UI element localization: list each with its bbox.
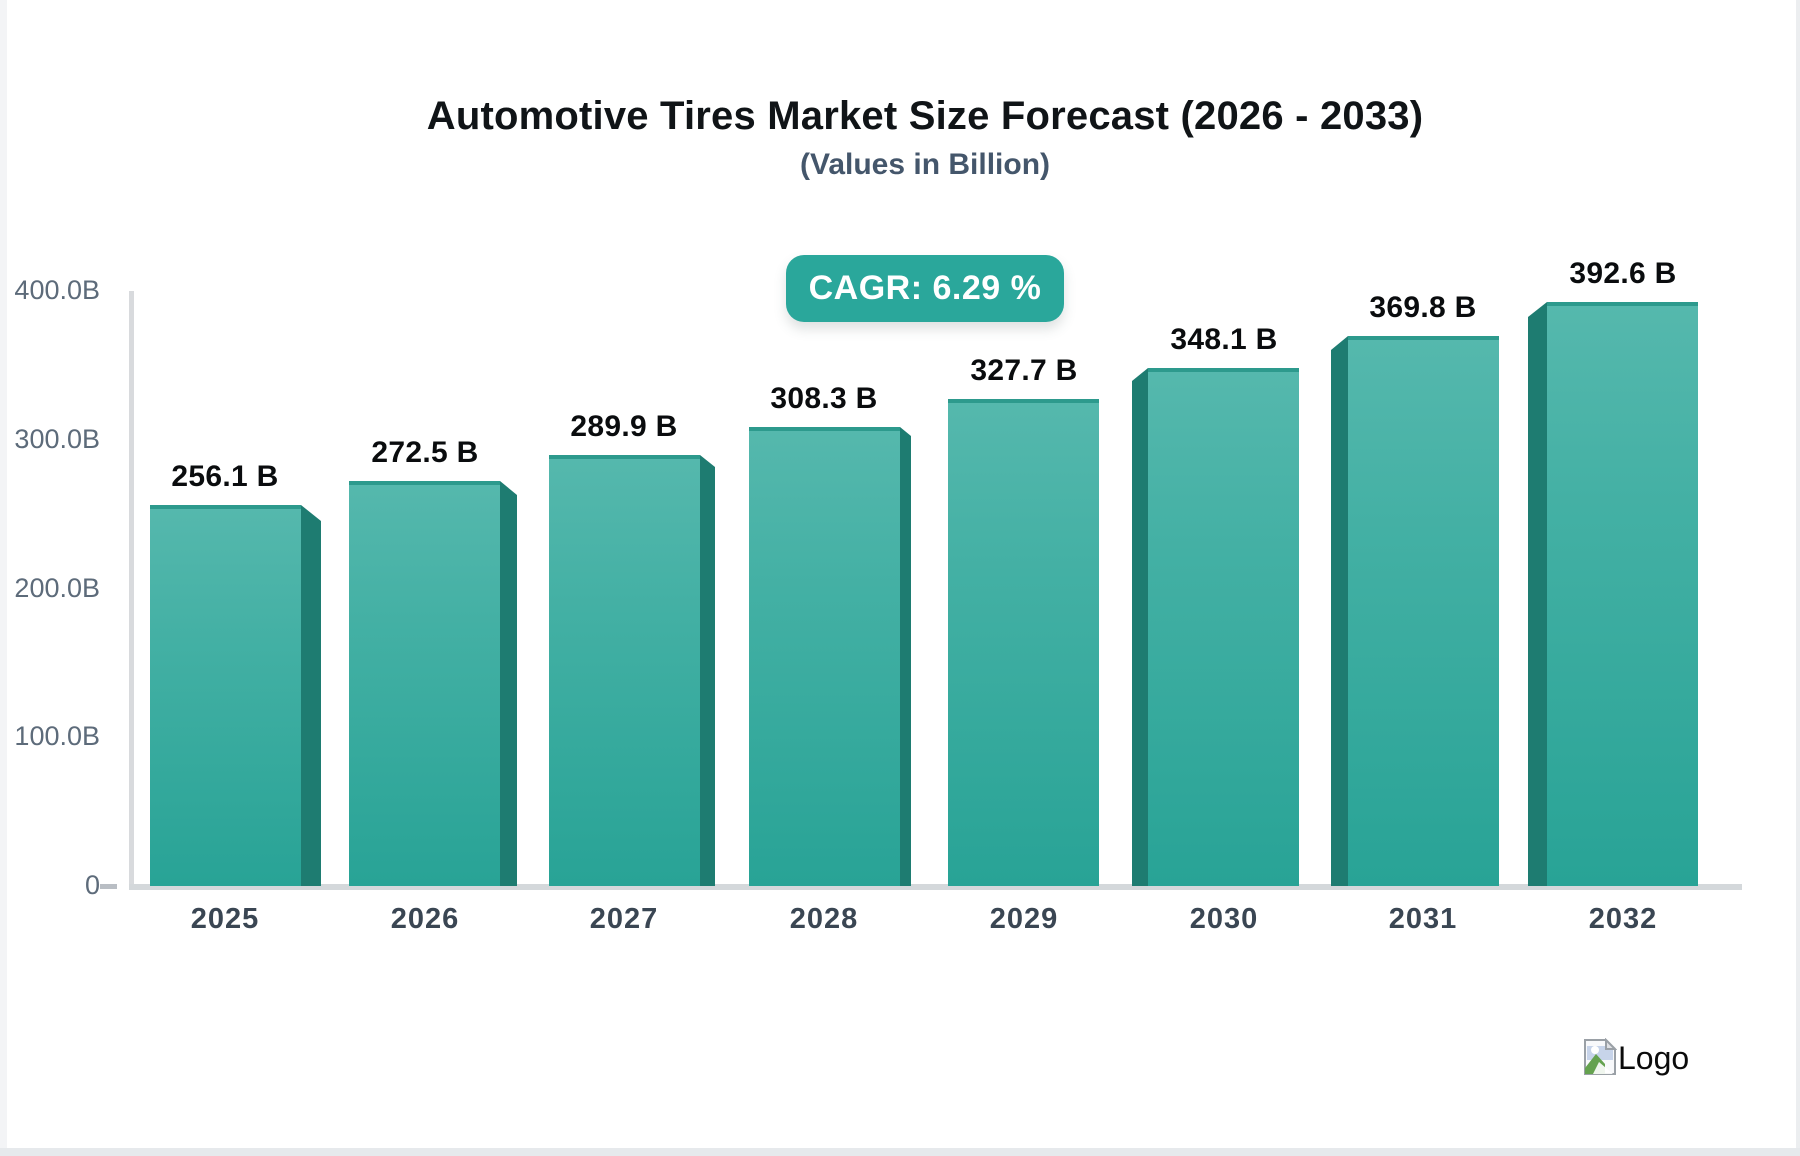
y-tick-label-0: 0 (84, 870, 100, 900)
page-edge-right (1796, 0, 1800, 1156)
bar-2027[interactable] (549, 455, 700, 886)
bar-value-label-2030: 348.1 B (1170, 323, 1278, 356)
cagr-badge: CAGR: 6.29 % (786, 255, 1064, 322)
x-axis-label-2032: 2032 (1588, 903, 1658, 935)
x-axis-label-2025: 2025 (190, 903, 260, 935)
chart-title: Automotive Tires Market Size Forecast (2… (426, 94, 1424, 138)
bar-side-face-2031 (1331, 336, 1348, 886)
bar-value-label-2026: 272.5 B (371, 436, 479, 469)
bar-value-label-2028: 308.3 B (770, 382, 878, 415)
y-tick-label-200: 200.0B (14, 572, 100, 603)
zero-tick-mark (100, 884, 117, 889)
logo: Logo (1583, 1038, 1689, 1078)
bar-2025[interactable] (150, 505, 301, 886)
bar-side-face-2032 (1528, 302, 1547, 886)
bar-side-face-2030 (1132, 368, 1148, 886)
logo-text: Logo (1618, 1040, 1690, 1076)
x-axis-label-2031: 2031 (1388, 903, 1458, 935)
x-axis-label-2029: 2029 (989, 903, 1059, 935)
bar-2032[interactable] (1547, 302, 1698, 886)
y-tick-label-400: 400.0B (14, 275, 100, 305)
y-tick-label-100: 100.0B (14, 721, 100, 752)
bar-value-label-2029: 327.7 B (970, 354, 1078, 387)
bar-side-face-2028 (900, 427, 911, 886)
bar-2031[interactable] (1348, 336, 1499, 886)
x-axis-line (129, 884, 1742, 890)
chart-subtitle: (Values in Billion) (799, 148, 1051, 181)
bar-value-label-2025: 256.1 B (171, 460, 279, 493)
x-axis-label-2026: 2026 (390, 903, 460, 935)
page-edge-left (0, 0, 7, 1156)
bar-2028[interactable] (749, 427, 900, 886)
bar-value-label-2031: 369.8 B (1369, 291, 1477, 324)
x-axis-label-2030: 2030 (1189, 903, 1259, 935)
bar-side-face-2027 (700, 455, 715, 886)
x-axis-label-2027: 2027 (589, 903, 659, 935)
page-edge-bottom (0, 1148, 1800, 1156)
bar-value-label-2027: 289.9 B (570, 410, 678, 443)
bar-2029[interactable] (948, 399, 1099, 886)
y-axis-line (129, 291, 134, 886)
bar-side-face-2026 (500, 481, 517, 886)
y-tick-label-300: 300.0B (14, 423, 100, 454)
broken-image-icon (1584, 1038, 1617, 1075)
bar-2030[interactable] (1148, 368, 1299, 886)
bar-value-label-2032: 392.6 B (1569, 257, 1677, 290)
x-axis-label-2028: 2028 (789, 903, 859, 935)
bar-side-face-2025 (301, 505, 321, 886)
bar-2026[interactable] (349, 481, 500, 886)
